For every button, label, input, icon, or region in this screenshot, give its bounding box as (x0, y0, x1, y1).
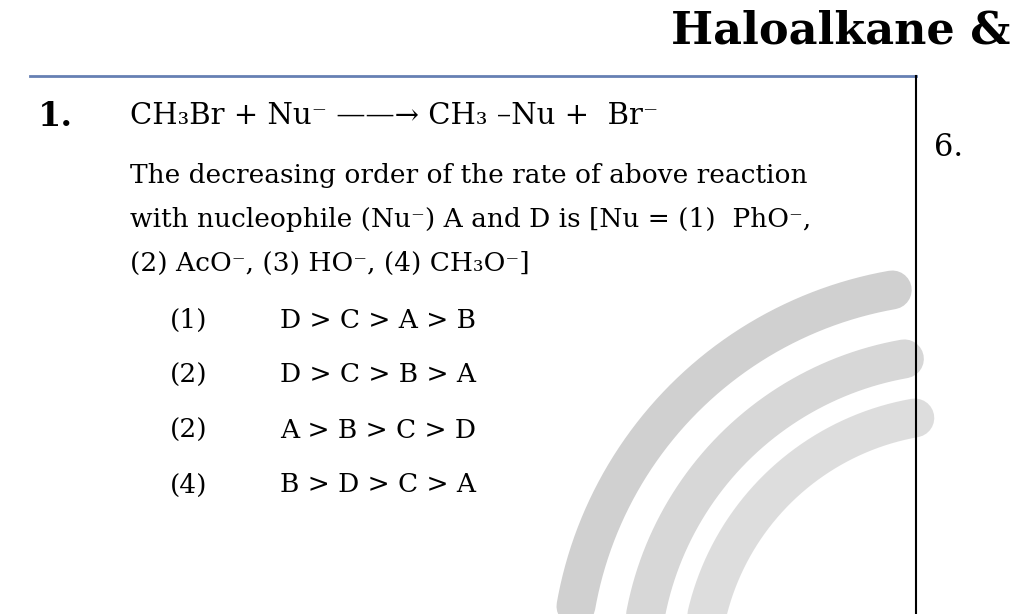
Text: A > B > C > D: A > B > C > D (280, 418, 476, 443)
Text: D > C > A > B: D > C > A > B (280, 308, 476, 333)
Text: with nucleophile (Nu⁻) A and D is [Nu = (1)  PhO⁻,: with nucleophile (Nu⁻) A and D is [Nu = … (130, 208, 811, 233)
Text: (2): (2) (170, 362, 208, 387)
Text: (2) AcO⁻, (3) HO⁻, (4) CH₃O⁻]: (2) AcO⁻, (3) HO⁻, (4) CH₃O⁻] (130, 251, 529, 276)
Text: Haloalkane &: Haloalkane & (671, 10, 1010, 53)
Text: (1): (1) (170, 308, 208, 333)
Text: (2): (2) (170, 418, 208, 443)
Text: B > D > C > A: B > D > C > A (280, 473, 476, 497)
Text: The decreasing order of the rate of above reaction: The decreasing order of the rate of abov… (130, 163, 808, 187)
Text: D > C > B > A: D > C > B > A (280, 362, 476, 387)
Text: 6.: 6. (934, 133, 964, 163)
Text: 1.: 1. (38, 99, 73, 133)
Text: (4): (4) (170, 473, 208, 497)
Text: CH₃Br + Nu⁻ ——→ CH₃ –Nu +  Br⁻: CH₃Br + Nu⁻ ——→ CH₃ –Nu + Br⁻ (130, 102, 658, 130)
